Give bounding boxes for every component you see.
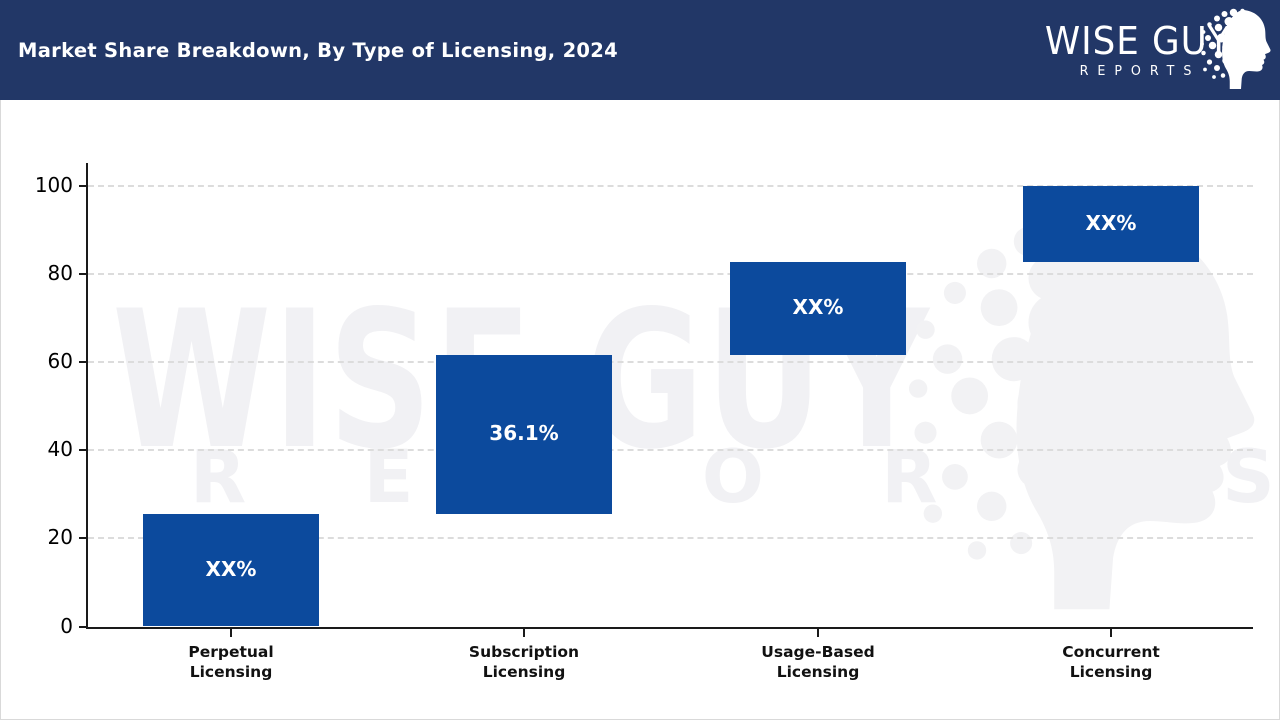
y-axis-line — [86, 163, 88, 629]
y-tick-label-100: 100 — [34, 173, 73, 197]
x-axis-tick-2 — [817, 628, 819, 637]
category-label-1: Subscription Licensing — [468, 642, 580, 681]
x-axis-tick-3 — [1110, 628, 1112, 637]
y-axis-tick-0 — [79, 625, 88, 628]
x-axis-tick-0 — [230, 628, 232, 637]
category-label-2: Usage-Based Licensing — [761, 642, 875, 681]
category-label-3: Concurrent Licensing — [1062, 642, 1160, 681]
page-title: Market Share Breakdown, By Type of Licen… — [18, 38, 619, 62]
bar-value-label-1: 36.1% — [489, 421, 559, 446]
bar-0 — [143, 513, 319, 627]
gridline-100 — [88, 185, 1253, 187]
gridline-80 — [88, 273, 1253, 276]
y-tick-label-40: 40 — [47, 437, 73, 462]
y-tick-label-0: 0 — [60, 613, 73, 638]
y-axis-tick-40 — [79, 449, 88, 452]
y-axis-tick-80 — [79, 273, 88, 276]
gridline-60 — [88, 361, 1253, 364]
gridline-20 — [88, 537, 1253, 540]
bar-value-label-3: XX% — [1085, 210, 1137, 235]
bar-1 — [436, 354, 612, 514]
brand-name: WISE GUY — [1044, 18, 1230, 63]
bar-value-label-0: XX% — [205, 557, 257, 582]
brand-subtitle: REPORTS — [1079, 62, 1200, 79]
y-tick-label-60: 60 — [47, 349, 73, 374]
y-axis-tick-100 — [79, 185, 88, 187]
bar-2 — [730, 261, 906, 355]
gridline-40 — [88, 449, 1253, 452]
brand-logo-text: WISE GUY REPORTS — [1044, 22, 1230, 79]
x-axis-line — [86, 626, 1253, 629]
brand-logo: WISE GUY REPORTS — [1033, 6, 1274, 94]
y-axis-tick-60 — [79, 361, 88, 364]
x-axis-tick-1 — [523, 628, 525, 637]
bar-3 — [1023, 186, 1199, 262]
category-label-0: Perpetual Licensing — [188, 642, 274, 681]
header: Market Share Breakdown, By Type of Licen… — [0, 0, 1280, 100]
bar-value-label-2: XX% — [792, 295, 844, 320]
y-tick-label-80: 80 — [47, 261, 73, 286]
y-tick-label-20: 20 — [47, 525, 73, 550]
y-axis-tick-20 — [79, 537, 88, 540]
